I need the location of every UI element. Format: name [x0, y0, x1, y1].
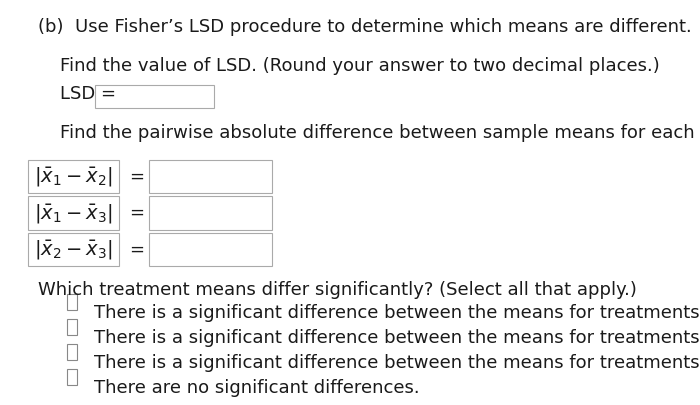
Text: =: =: [130, 204, 144, 222]
FancyBboxPatch shape: [66, 294, 77, 310]
Text: $|\bar{x}_1 - \bar{x}_3|$: $|\bar{x}_1 - \bar{x}_3|$: [34, 202, 113, 224]
Text: Find the pairwise absolute difference between sample means for each pair of trea: Find the pairwise absolute difference be…: [60, 124, 700, 141]
FancyBboxPatch shape: [94, 85, 214, 108]
Text: Which treatment means differ significantly? (Select all that apply.): Which treatment means differ significant…: [38, 281, 638, 299]
FancyBboxPatch shape: [66, 369, 77, 385]
Text: $|\bar{x}_2 - \bar{x}_3|$: $|\bar{x}_2 - \bar{x}_3|$: [34, 238, 113, 261]
FancyBboxPatch shape: [149, 233, 272, 266]
Text: There is a significant difference between the means for treatments 1 and 3.: There is a significant difference betwee…: [94, 329, 700, 347]
FancyBboxPatch shape: [28, 160, 119, 193]
FancyBboxPatch shape: [149, 196, 272, 230]
Text: There is a significant difference between the means for treatments 1 and 2.: There is a significant difference betwee…: [94, 304, 700, 322]
Text: There are no significant differences.: There are no significant differences.: [94, 379, 420, 397]
Text: LSD =: LSD =: [60, 85, 116, 103]
Text: =: =: [130, 241, 144, 258]
Text: Find the value of LSD. (Round your answer to two decimal places.): Find the value of LSD. (Round your answe…: [60, 57, 659, 75]
FancyBboxPatch shape: [66, 319, 77, 335]
Text: (b)  Use Fisher’s LSD procedure to determine which means are different.: (b) Use Fisher’s LSD procedure to determ…: [38, 18, 692, 36]
Text: There is a significant difference between the means for treatments 2 and 3.: There is a significant difference betwee…: [94, 354, 700, 372]
FancyBboxPatch shape: [66, 344, 77, 360]
FancyBboxPatch shape: [149, 160, 272, 193]
FancyBboxPatch shape: [28, 196, 119, 230]
Text: =: =: [130, 168, 144, 185]
Text: $|\bar{x}_1 - \bar{x}_2|$: $|\bar{x}_1 - \bar{x}_2|$: [34, 165, 113, 188]
FancyBboxPatch shape: [28, 233, 119, 266]
